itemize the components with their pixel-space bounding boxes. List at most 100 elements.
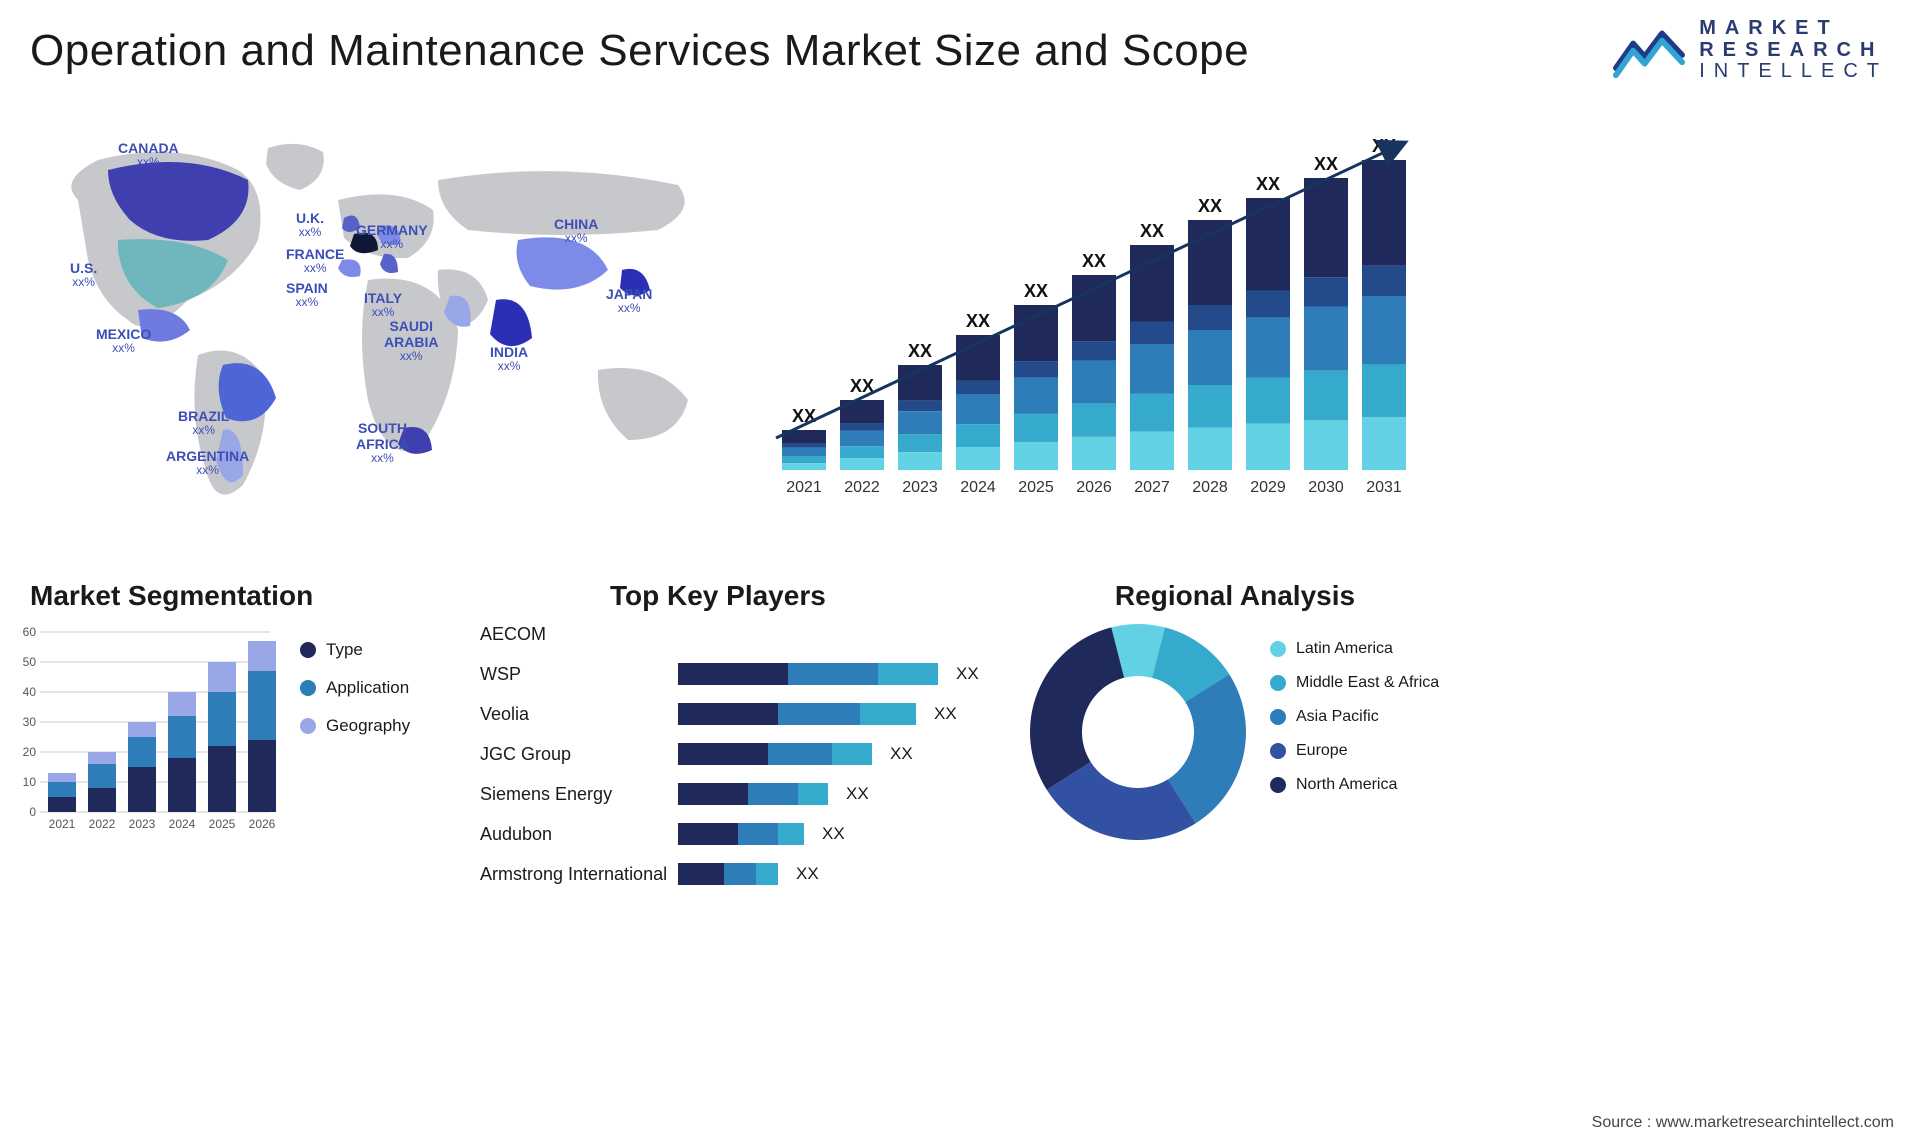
map-label: U.K.xx%: [296, 210, 324, 240]
map-label: SOUTHAFRICAxx%: [356, 420, 409, 466]
legend-label: Geography: [326, 716, 410, 736]
legend-swatch-icon: [1270, 641, 1286, 657]
player-bar-seg: [748, 783, 798, 805]
legend-label: Asia Pacific: [1296, 708, 1379, 726]
svg-text:10: 10: [23, 775, 37, 789]
legend-item: Geography: [300, 716, 410, 736]
player-bar: [678, 703, 916, 725]
player-bar: [678, 783, 828, 805]
segmentation-legend: Type Application Geography: [300, 640, 410, 736]
svg-text:2021: 2021: [49, 817, 76, 831]
map-label: INDIAxx%: [490, 344, 528, 374]
player-name: Audubon: [480, 824, 670, 845]
player-bar-seg: [678, 743, 768, 765]
svg-text:0: 0: [29, 805, 36, 819]
svg-text:2030: 2030: [1308, 479, 1344, 496]
player-value: XX: [822, 824, 845, 844]
svg-text:2023: 2023: [129, 817, 156, 831]
world-map: CANADAxx% U.S.xx% MEXICOxx% BRAZILxx% ARGENT…: [38, 130, 738, 530]
map-label: BRAZILxx%: [178, 408, 229, 438]
legend-item: North America: [1270, 776, 1439, 794]
player-name: Veolia: [480, 704, 670, 725]
legend-label: Application: [326, 678, 409, 698]
legend-label: Latin America: [1296, 640, 1393, 658]
player-value: XX: [890, 744, 913, 764]
map-label: U.S.xx%: [70, 260, 97, 290]
player-value: XX: [934, 704, 957, 724]
player-row: Veolia XX: [480, 700, 1000, 728]
svg-text:2031: 2031: [1366, 479, 1402, 496]
regional-legend: Latin America Middle East & Africa Asia Pa…: [1270, 640, 1439, 794]
map-label: ARGENTINAxx%: [166, 448, 249, 478]
legend-label: Middle East & Africa: [1296, 674, 1439, 692]
forecast-chart-svg: XX2021XX2022XX2023XX2024XX2025XX2026XX20…: [760, 120, 1420, 500]
svg-text:XX: XX: [1256, 174, 1280, 194]
svg-text:60: 60: [23, 626, 37, 639]
player-bar-seg: [778, 823, 804, 845]
legend-item: Middle East & Africa: [1270, 674, 1439, 692]
legend-swatch-icon: [1270, 675, 1286, 691]
player-row: Armstrong InternationalXX: [480, 860, 1000, 888]
segmentation-chart: 0102030405060202120222023202420252026: [20, 626, 290, 871]
player-bar-seg: [678, 663, 788, 685]
svg-text:2026: 2026: [249, 817, 276, 831]
player-bar-seg: [678, 863, 724, 885]
player-bar-seg: [860, 703, 916, 725]
svg-text:2026: 2026: [1076, 479, 1112, 496]
player-bar-seg: [678, 703, 778, 725]
svg-text:2029: 2029: [1250, 479, 1286, 496]
page-title: Operation and Maintenance Services Marke…: [30, 26, 1249, 76]
map-label: ITALYxx%: [364, 290, 402, 320]
svg-text:20: 20: [23, 745, 37, 759]
player-name: Armstrong International: [480, 864, 670, 885]
source-credit: Source : www.marketresearchintellect.com: [1592, 1114, 1894, 1132]
svg-text:2022: 2022: [89, 817, 116, 831]
map-label: GERMANYxx%: [356, 222, 428, 252]
player-bar-seg: [788, 663, 878, 685]
legend-item: Latin America: [1270, 640, 1439, 658]
player-row: Audubon XX: [480, 820, 1000, 848]
svg-text:XX: XX: [1198, 196, 1222, 216]
player-name: JGC Group: [480, 744, 670, 765]
player-bar-seg: [832, 743, 872, 765]
brand-mark-icon: [1613, 22, 1685, 78]
legend-label: North America: [1296, 776, 1397, 794]
map-label: CHINAxx%: [554, 216, 598, 246]
svg-text:2022: 2022: [844, 479, 880, 496]
brand-logo: MARKET RESEARCH INTELLECT: [1613, 18, 1888, 83]
legend-swatch-icon: [1270, 743, 1286, 759]
svg-text:2027: 2027: [1134, 479, 1170, 496]
player-bar: [678, 863, 778, 885]
regional-donut: [1028, 622, 1248, 842]
legend-item: Asia Pacific: [1270, 708, 1439, 726]
player-bar: [678, 823, 804, 845]
map-label: SPAINxx%: [286, 280, 328, 310]
svg-text:XX: XX: [1140, 221, 1164, 241]
player-row: Siemens EnergyXX: [480, 780, 1000, 808]
player-value: XX: [846, 784, 869, 804]
player-bar: [678, 743, 872, 765]
player-bar-seg: [724, 863, 756, 885]
svg-text:XX: XX: [1082, 251, 1106, 271]
segmentation-title: Market Segmentation: [30, 580, 460, 612]
player-bar-seg: [778, 703, 860, 725]
player-row: WSPXX: [480, 660, 1000, 688]
svg-text:XX: XX: [908, 341, 932, 361]
map-label: MEXICOxx%: [96, 326, 151, 356]
legend-item: Type: [300, 640, 410, 660]
brand-text-1: MARKET: [1699, 18, 1888, 40]
brand-text-3: INTELLECT: [1699, 61, 1888, 83]
legend-swatch-icon: [1270, 777, 1286, 793]
regional-title: Regional Analysis: [1020, 580, 1450, 612]
player-bar-seg: [738, 823, 778, 845]
svg-text:2021: 2021: [786, 479, 822, 496]
legend-swatch-icon: [300, 718, 316, 734]
player-name: WSP: [480, 664, 670, 685]
player-bar-seg: [768, 743, 832, 765]
svg-text:2025: 2025: [1018, 479, 1054, 496]
map-label: CANADAxx%: [118, 140, 179, 170]
legend-swatch-icon: [300, 680, 316, 696]
svg-text:XX: XX: [1024, 281, 1048, 301]
svg-text:2024: 2024: [960, 479, 996, 496]
svg-text:2028: 2028: [1192, 479, 1228, 496]
